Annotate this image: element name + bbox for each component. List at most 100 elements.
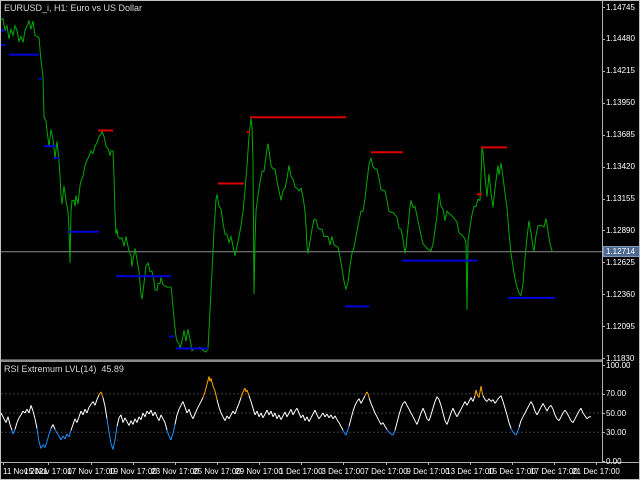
time-axis-label: 7 Dec 17:00 [364, 467, 408, 476]
rsi-line-segment [64, 433, 68, 440]
rsi-line-segment [38, 441, 42, 449]
price-chart-canvas[interactable] [1, 1, 602, 359]
time-axis-label: 9 Dec 17:00 [406, 467, 450, 476]
time-axis-label: 21 Dec 17:00 [572, 467, 620, 476]
rsi-line-segment [568, 416, 572, 421]
time-axis-tick [428, 462, 429, 465]
rsi-line-segment [182, 401, 186, 408]
rsi-line-segment [204, 384, 208, 393]
rsi-line-segment [156, 416, 160, 421]
rsi-line-segment [270, 410, 274, 417]
rsi-line-segment [128, 420, 132, 426]
rsi-line-segment [284, 411, 288, 417]
rsi-line-segment [16, 417, 20, 423]
rsi-line-segment [458, 408, 462, 414]
time-axis-label: 15 Dec 17:00 [488, 467, 536, 476]
rsi-line-segment [528, 401, 532, 406]
rsi-line-segment [582, 412, 586, 417]
price-axis-tick [602, 199, 605, 200]
rsi-line-segment [142, 412, 146, 418]
rsi-line-segment [176, 409, 180, 416]
rsi-line-segment [326, 413, 330, 419]
rsi-line-segment [236, 403, 240, 409]
rsi-line-segment [3, 418, 7, 423]
rsi-line-segment [392, 430, 396, 436]
rsi-line-segment [408, 408, 412, 414]
price-axis[interactable] [603, 1, 639, 462]
rsi-line-segment [500, 395, 504, 402]
rsi-line-segment [60, 435, 64, 441]
rsi-line-segment [572, 418, 576, 423]
rsi-line-segment [92, 401, 96, 406]
rsi-line-segment [534, 410, 538, 416]
rsi-line-segment [368, 397, 372, 404]
rsi-line-segment [36, 428, 40, 442]
rsi-line-segment [504, 408, 508, 416]
rsi-line-segment [322, 412, 326, 418]
time-axis-label: 11 Nov 2021 [3, 467, 48, 476]
rsi-line-segment [466, 401, 470, 406]
rsi-line-segment [475, 389, 478, 394]
rsi-line-segment [238, 397, 242, 404]
rsi-line-segment [70, 424, 74, 431]
rsi-line-segment [146, 410, 150, 415]
rsi-line-segment [44, 441, 48, 448]
rsi-axis-tick [602, 432, 605, 433]
rsi-line-segment [552, 409, 556, 416]
rsi-line-segment [228, 414, 232, 420]
time-axis-tick [512, 462, 513, 465]
rsi-line-segment [468, 397, 472, 402]
rsi-line-segment [382, 422, 386, 427]
time-axis-label: 17 Nov 17:00 [67, 467, 115, 476]
rsi-line-segment [100, 391, 104, 398]
price-axis-tick [602, 262, 605, 263]
rsi-line-segment [502, 401, 506, 409]
rsi-line-segment [286, 412, 290, 418]
rsi-line-segment [216, 399, 220, 408]
rsi-line-segment [328, 414, 332, 419]
price-axis-label: 1.13155 [606, 194, 635, 204]
rsi-line-segment [82, 409, 86, 416]
time-axis[interactable] [1, 463, 639, 479]
rsi-line-segment [316, 414, 320, 420]
rsi-line-segment [580, 408, 584, 414]
rsi-line-segment [546, 406, 550, 412]
rsi-indicator-name: RSI Extremum LVL(14) [4, 364, 97, 374]
rsi-axis-tick [602, 461, 605, 462]
rsi-line-segment [192, 413, 196, 419]
rsi-line-segment [106, 418, 110, 433]
rsi-line-segment [160, 414, 164, 420]
time-axis-tick [343, 462, 344, 465]
rsi-line-segment [76, 416, 80, 423]
rsi-line-segment [110, 443, 114, 450]
panel-divider[interactable] [1, 359, 639, 362]
rsi-line-segment [194, 409, 198, 415]
rsi-line-segment [290, 409, 294, 416]
time-axis-label: 3 Dec 17:00 [321, 467, 365, 476]
rsi-line-segment [360, 399, 364, 404]
rsi-line-segment [366, 391, 369, 395]
price-axis-label: 1.13685 [606, 130, 635, 140]
rsi-line-segment [558, 416, 562, 421]
rsi-line-segment [256, 410, 260, 417]
price-axis-tick [602, 135, 605, 136]
rsi-line-segment [446, 418, 450, 425]
rsi-line-segment [406, 405, 410, 410]
rsi-line-segment [218, 407, 222, 414]
rsi-line-segment [154, 411, 158, 417]
rsi-line-segment [210, 378, 214, 387]
rsi-line-segment [532, 405, 536, 412]
time-axis-tick [217, 462, 218, 465]
rsi-line-segment [7, 416, 11, 425]
rsi-line-segment [550, 405, 554, 410]
rsi-axis-label: 30.00 [606, 427, 627, 437]
rsi-line-segment [166, 430, 170, 437]
rsi-line-segment [452, 408, 456, 414]
rsi-line-segment [112, 439, 116, 450]
price-axis-label: 1.13950 [606, 98, 635, 108]
rsi-line-segment [260, 412, 264, 418]
rsi-line-segment [586, 416, 590, 420]
price-axis-tick [602, 103, 605, 104]
rsi-line-segment [462, 401, 466, 406]
rsi-indicator-canvas[interactable] [1, 363, 602, 462]
